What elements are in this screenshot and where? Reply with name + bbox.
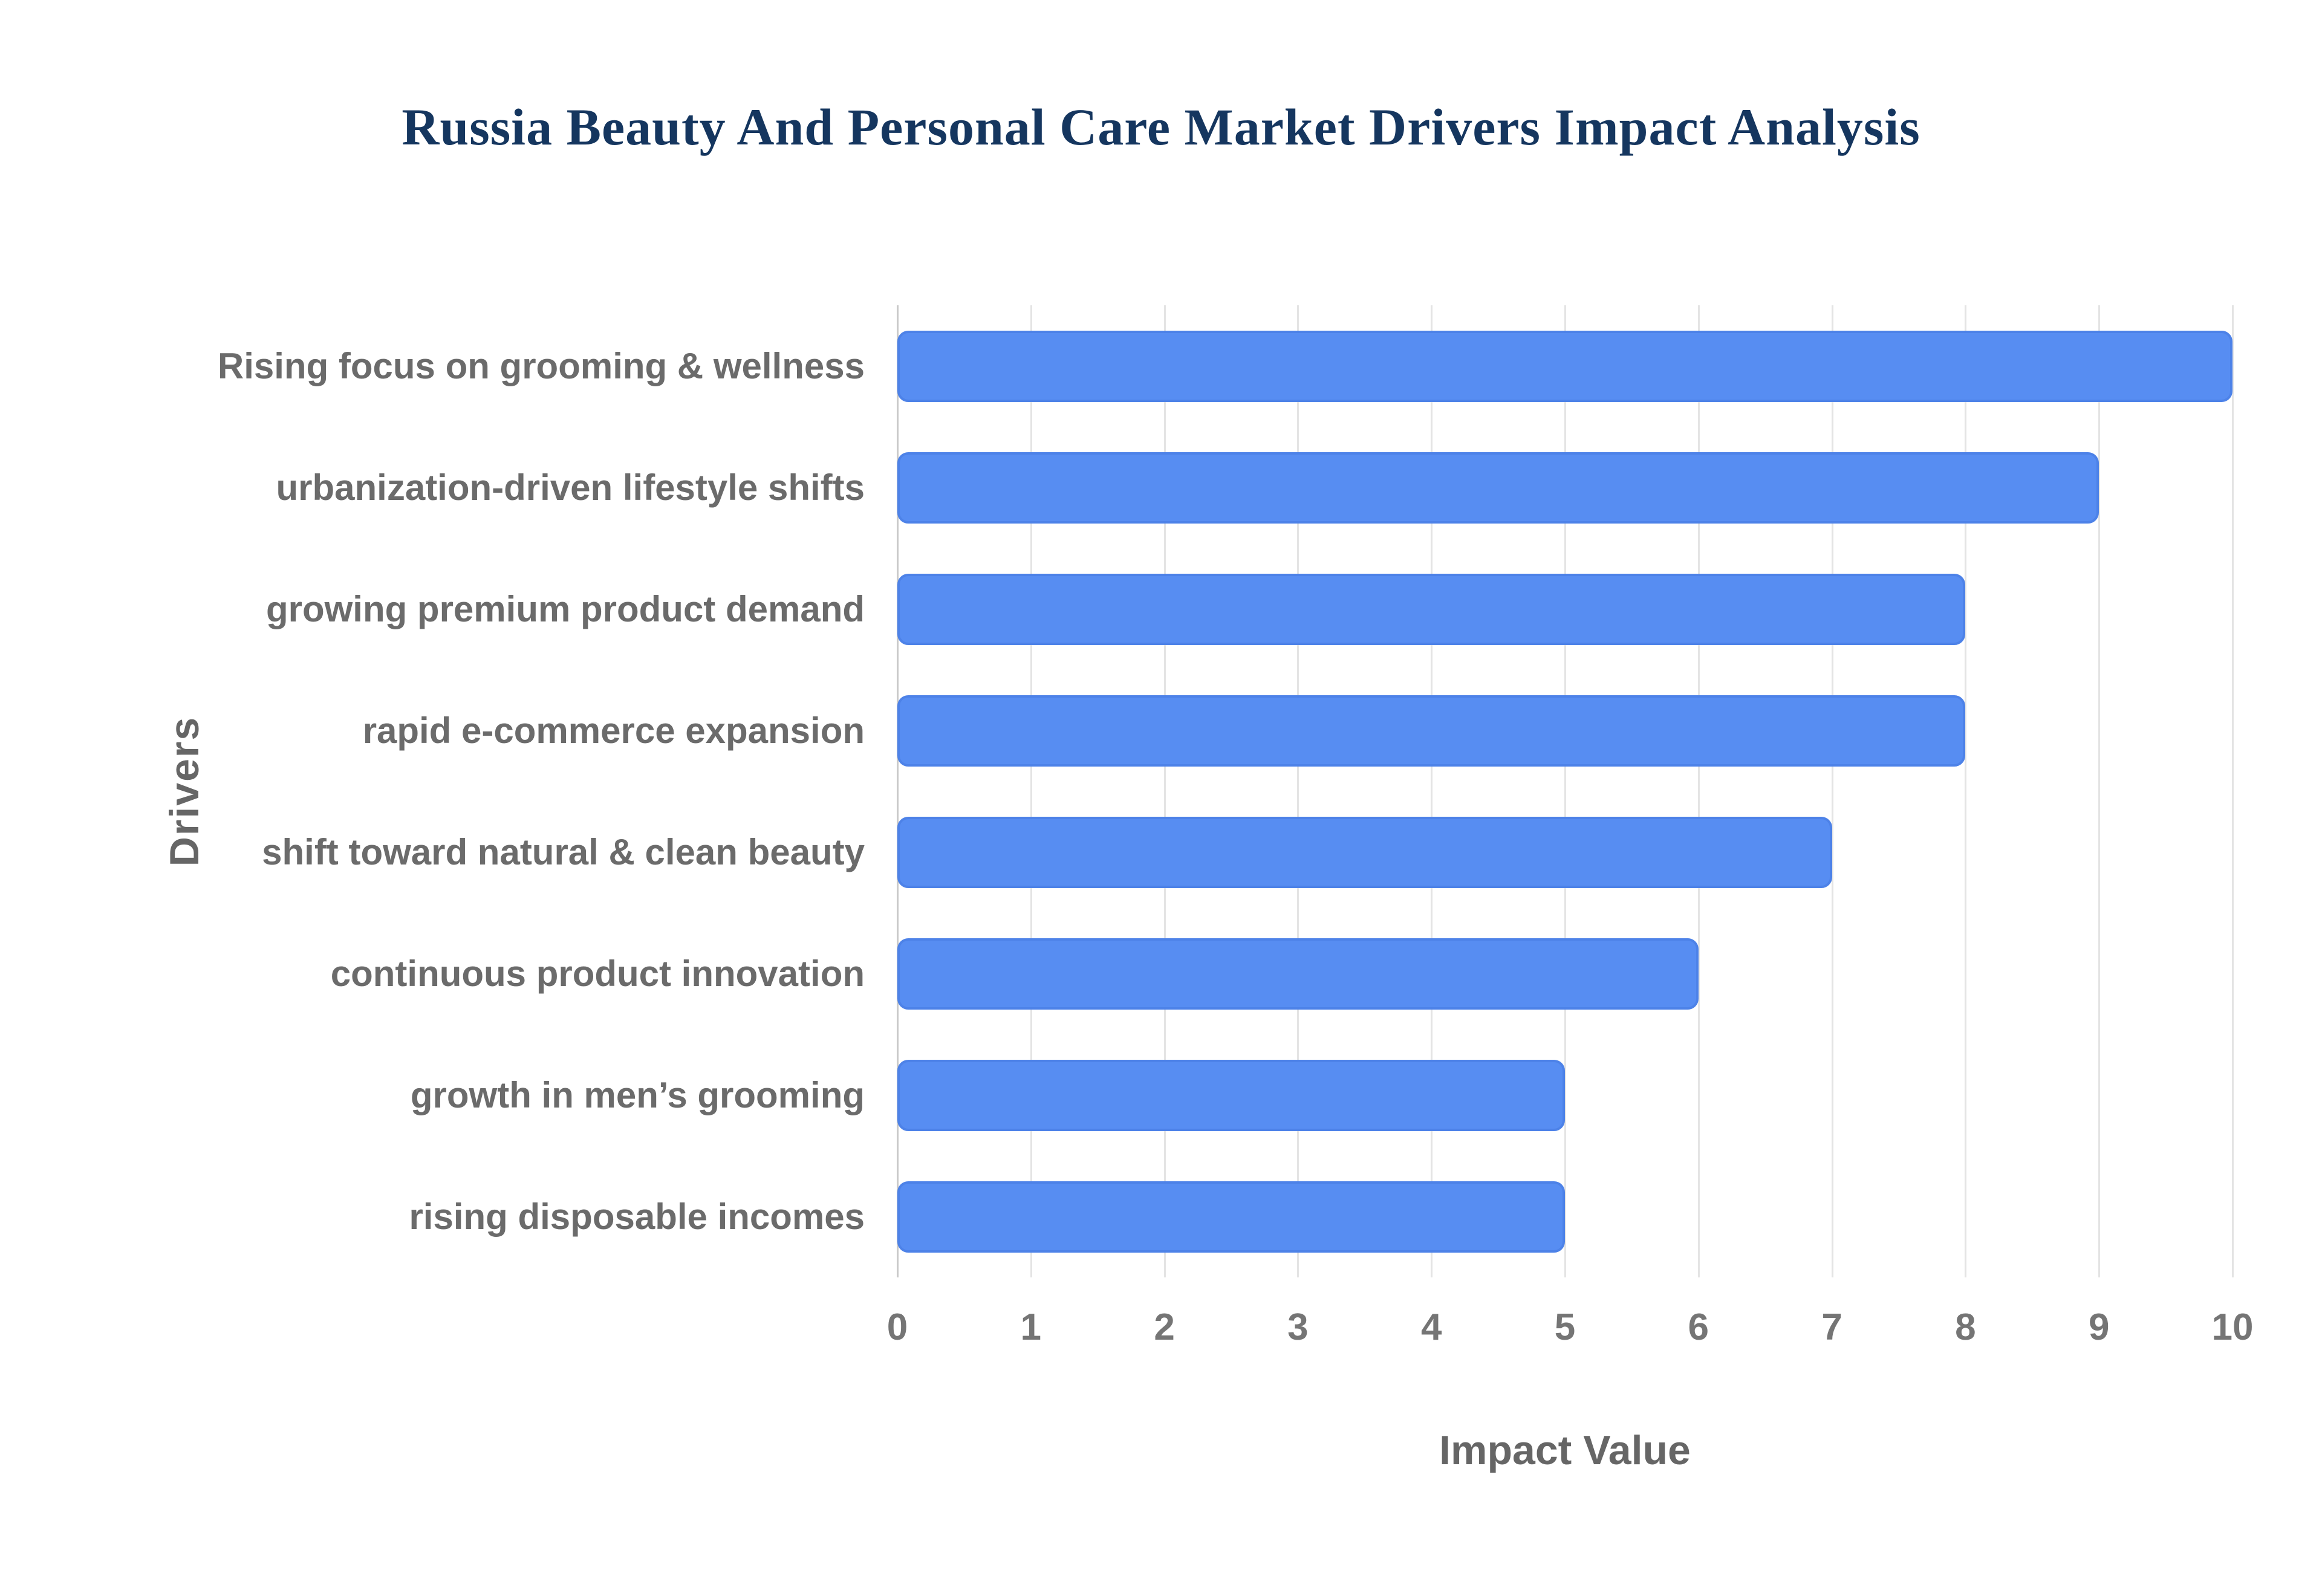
bar: [897, 330, 2233, 402]
gridline: [1564, 305, 1566, 1277]
bars-layer: [897, 305, 2233, 1277]
bar-row: [897, 305, 2233, 427]
chart-title: Russia Beauty And Personal Care Market D…: [402, 98, 1920, 156]
x-axis-ticks: 0 1 2 3 4 5 6 7 8 9 10: [887, 1306, 2254, 1354]
x-tick-label: 4: [1420, 1306, 1442, 1348]
x-tick-label: 10: [2211, 1306, 2254, 1348]
gridline: [1431, 305, 1433, 1277]
gridline: [1030, 305, 1032, 1277]
category-labels: Rising focus on grooming & wellness urban…: [109, 305, 865, 1277]
x-tick-label: 2: [1154, 1306, 1175, 1348]
category-label: continuous product innovation: [330, 953, 865, 994]
gridline: [2098, 305, 2101, 1277]
category-label: Rising focus on grooming & wellness: [217, 346, 865, 386]
bar-row: [897, 791, 2233, 913]
bar: [897, 1059, 1565, 1131]
y-axis-line: [897, 305, 899, 1277]
x-tick-label: 6: [1688, 1306, 1709, 1348]
category-label: rising disposable incomes: [409, 1196, 865, 1237]
bar: [897, 695, 1966, 767]
bar: [897, 1181, 1565, 1253]
x-tick-label: 0: [886, 1306, 908, 1348]
x-tick-label: 9: [2088, 1306, 2110, 1348]
bar-row: [897, 670, 2233, 791]
x-tick-label: 3: [1287, 1306, 1309, 1348]
category-label: growing premium product demand: [265, 589, 865, 629]
category-label: urbanization-driven lifestyle shifts: [276, 467, 865, 508]
gridline: [1965, 305, 1967, 1277]
plot-area: [897, 305, 2234, 1277]
bar-row: [897, 1034, 2233, 1156]
bar-row: [897, 913, 2233, 1034]
category-label: rapid e-commerce expansion: [362, 710, 865, 751]
gridlines-layer: [897, 305, 2234, 1277]
x-axis-title: Impact Value: [1439, 1427, 1691, 1473]
category-label: growth in men’s grooming: [410, 1075, 865, 1115]
gridline: [1297, 305, 1299, 1277]
x-tick-label: 8: [1955, 1306, 1976, 1348]
x-tick-label: 7: [1821, 1306, 1842, 1348]
bar-row: [897, 548, 2233, 670]
gridline: [1697, 305, 1700, 1277]
bar: [897, 938, 1699, 1010]
bar: [897, 452, 2099, 524]
x-tick-label: 1: [1020, 1306, 1042, 1348]
gridline: [1163, 305, 1166, 1277]
bar: [897, 816, 1832, 888]
bar-row: [897, 427, 2233, 548]
category-label: shift toward natural & clean beauty: [262, 832, 865, 872]
gridline: [1831, 305, 1833, 1277]
x-tick-label: 5: [1554, 1306, 1576, 1348]
bar-row: [897, 1156, 2233, 1277]
bar: [897, 573, 1966, 645]
gridline: [2232, 305, 2234, 1277]
